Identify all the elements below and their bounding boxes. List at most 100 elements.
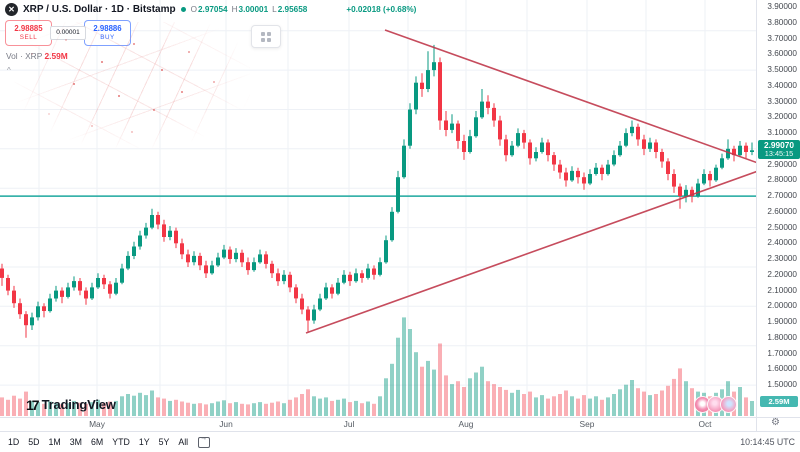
- price-tick-label: 3.90000: [767, 2, 797, 12]
- volume-bar: [642, 391, 646, 416]
- candle-body: [228, 249, 232, 259]
- price-change: +0.02018 (+0.68%): [346, 5, 417, 14]
- volume-bar: [486, 381, 490, 416]
- volume-bar: [498, 387, 502, 416]
- candle-body: [210, 265, 214, 274]
- candle-body: [120, 268, 124, 283]
- candle-body: [54, 290, 58, 299]
- volume-bar: [528, 391, 532, 416]
- candle-body: [258, 254, 262, 263]
- gear-icon[interactable]: ⚙: [771, 417, 780, 428]
- candle-body: [126, 255, 130, 269]
- volume-bar: [408, 329, 412, 416]
- range-button-5d[interactable]: 5D: [28, 437, 40, 447]
- volume-indicator-row[interactable]: Vol · XRP 2.59M: [6, 51, 68, 61]
- candle-body: [576, 170, 580, 178]
- candle-body: [738, 145, 742, 156]
- volume-bar: [510, 392, 514, 416]
- candle-body: [168, 230, 172, 237]
- volume-bar: [54, 402, 58, 416]
- buy-button[interactable]: 2.98886 BUY: [84, 20, 131, 46]
- chevron-up-icon[interactable]: ^: [7, 66, 11, 75]
- volume-bar: [678, 368, 682, 416]
- candle-body: [432, 62, 436, 71]
- range-button-5y[interactable]: 5Y: [158, 437, 170, 447]
- volume-bar: [468, 378, 472, 416]
- candle-body: [360, 273, 364, 278]
- range-button-3m[interactable]: 3M: [69, 437, 82, 447]
- candle-body: [330, 287, 334, 294]
- candle-body: [564, 172, 568, 181]
- time-axis[interactable]: May Jun Jul Aug Sep Oct: [0, 418, 756, 431]
- bottom-toolbar: 1D 5D 1M 3M 6M YTD 1Y 5Y All 10:14:45 UTC: [0, 432, 800, 452]
- candle-body: [318, 298, 322, 310]
- volume-bar: [60, 404, 64, 416]
- ascending-support-trendline[interactable]: [305, 166, 756, 334]
- candle-body: [498, 120, 502, 140]
- descending-resistance-trendline[interactable]: [384, 29, 756, 168]
- volume-bar: [534, 397, 538, 416]
- volume-bar: [108, 401, 112, 416]
- pane-grid-button[interactable]: [251, 25, 281, 48]
- volume-bar: [600, 399, 604, 416]
- volume-bar: [300, 394, 304, 416]
- utc-clock[interactable]: 10:14:45 UTC: [740, 437, 795, 447]
- volume-bar: [432, 369, 436, 416]
- candle-body: [60, 290, 64, 297]
- candle-body: [42, 306, 46, 311]
- candle-body: [114, 282, 118, 294]
- xrp-logo-icon: ✕: [5, 3, 18, 16]
- candle-body: [66, 287, 70, 297]
- volume-bar: [396, 337, 400, 416]
- month-tick-label: Aug: [458, 419, 474, 429]
- volume-bar: [522, 394, 526, 416]
- candle-body: [78, 281, 82, 291]
- go-to-date-icon[interactable]: [198, 435, 211, 448]
- candle-body: [630, 126, 634, 134]
- price-axis[interactable]: 2.99070 13:45:15 2.59M ⚙ 3.90000 3.80000 3…: [756, 0, 800, 431]
- range-button-1y[interactable]: 1Y: [138, 437, 150, 447]
- candle-body: [366, 268, 370, 278]
- candle-body: [306, 309, 310, 321]
- volume-value-badge: 2.59M: [760, 396, 798, 407]
- range-button-1d[interactable]: 1D: [8, 437, 20, 447]
- symbol-header: ✕ XRP / U.S. Dollar · 1D · Bitstamp O 2.9…: [5, 3, 416, 16]
- candle-body: [462, 141, 466, 152]
- range-button-all[interactable]: All: [178, 437, 189, 447]
- volume-bar: [192, 403, 196, 416]
- candlestick-chart[interactable]: [0, 0, 756, 432]
- candle-body: [396, 177, 400, 212]
- candle-body: [726, 148, 730, 159]
- range-button-ytd[interactable]: YTD: [112, 437, 130, 447]
- candle-body: [654, 142, 658, 152]
- volume-bar: [162, 398, 166, 416]
- buy-price: 2.98886: [93, 24, 122, 33]
- trade-widget: 2.98885 SELL 0.00001 2.98886 BUY: [5, 20, 131, 47]
- candle-body: [402, 145, 406, 178]
- candle-body: [204, 265, 208, 274]
- candle-body: [234, 252, 238, 260]
- candle-body: [336, 282, 340, 294]
- volume-bar: [276, 401, 280, 416]
- volume-bar: [666, 385, 670, 416]
- watermark-stickers: [694, 396, 737, 413]
- range-button-1m[interactable]: 1M: [48, 437, 61, 447]
- volume-bar: [90, 402, 94, 416]
- range-button-6m[interactable]: 6M: [90, 437, 104, 447]
- sell-button[interactable]: 2.98885 SELL: [5, 20, 52, 46]
- price-tick-label: 1.80000: [767, 332, 797, 342]
- symbol-title[interactable]: XRP / U.S. Dollar · 1D · Bitstamp: [23, 4, 176, 15]
- volume-indicator-label: Vol · XRP: [6, 51, 43, 61]
- candle-body: [198, 255, 202, 266]
- candle-body: [108, 284, 112, 294]
- volume-bar: [288, 399, 292, 416]
- volume-bar: [630, 380, 634, 416]
- tradingview-logo[interactable]: 17 TradingView: [26, 397, 116, 412]
- candle-body: [174, 230, 178, 244]
- candle-body: [648, 142, 652, 149]
- volume-bar: [246, 404, 250, 416]
- open-value: 2.97054: [198, 5, 228, 14]
- candle-body: [666, 161, 670, 174]
- volume-bar: [132, 395, 136, 416]
- candle-body: [162, 224, 166, 237]
